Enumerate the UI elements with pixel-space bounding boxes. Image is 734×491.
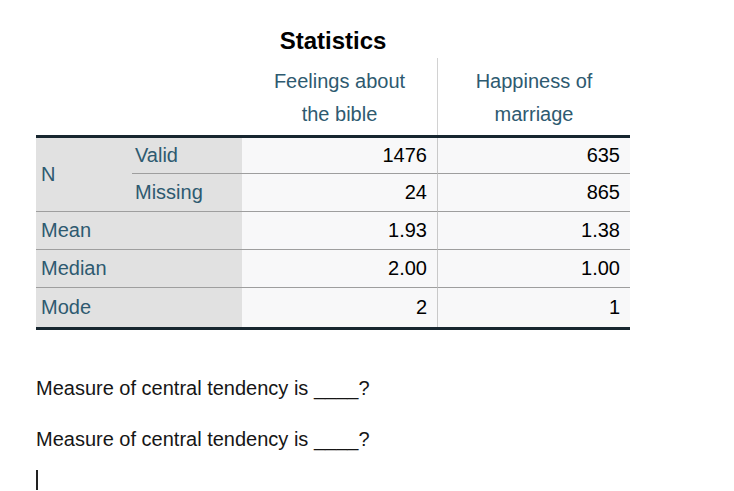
- document-page[interactable]: Statistics Feelings about the bible Happ…: [0, 0, 734, 491]
- row-label-mode: Mode: [36, 288, 242, 327]
- column-header-line: Feelings about: [274, 65, 405, 98]
- row-label-n: N: [36, 138, 132, 212]
- row-label-missing: Missing: [132, 174, 242, 212]
- statistics-table: N Valid 1476 635 Missing 24 865 Mean 1.9…: [36, 135, 630, 330]
- question-1: Measure of central tendency is ____?: [36, 377, 370, 400]
- cell-mode-bible: 2: [242, 288, 437, 327]
- cell-missing-bible: 24: [242, 174, 437, 212]
- column-header-line: the bible: [302, 98, 378, 131]
- column-header-happiness-of-marriage: Happiness of marriage: [437, 58, 630, 135]
- table-column-headers: Feelings about the bible Happiness of ma…: [36, 58, 630, 135]
- cell-median-bible: 2.00: [242, 250, 437, 288]
- question-2: Measure of central tendency is ____?: [36, 428, 370, 451]
- cell-mean-bible: 1.93: [242, 212, 437, 250]
- cell-mean-marriage: 1.38: [437, 212, 630, 250]
- cell-missing-marriage: 865: [437, 174, 630, 212]
- text-cursor: [36, 470, 38, 490]
- table-title: Statistics: [36, 27, 630, 55]
- cell-median-marriage: 1.00: [437, 250, 630, 288]
- cell-valid-bible: 1476: [242, 138, 437, 174]
- row-label-mean: Mean: [36, 212, 242, 250]
- header-stub-spacer: [36, 58, 242, 135]
- cell-mode-marriage: 1: [437, 288, 630, 327]
- column-header-feelings-about-the-bible: Feelings about the bible: [242, 58, 437, 135]
- cell-valid-marriage: 635: [437, 138, 630, 174]
- column-header-line: marriage: [495, 98, 574, 131]
- row-label-median: Median: [36, 250, 242, 288]
- row-label-valid: Valid: [132, 138, 242, 174]
- column-header-line: Happiness of: [476, 65, 593, 98]
